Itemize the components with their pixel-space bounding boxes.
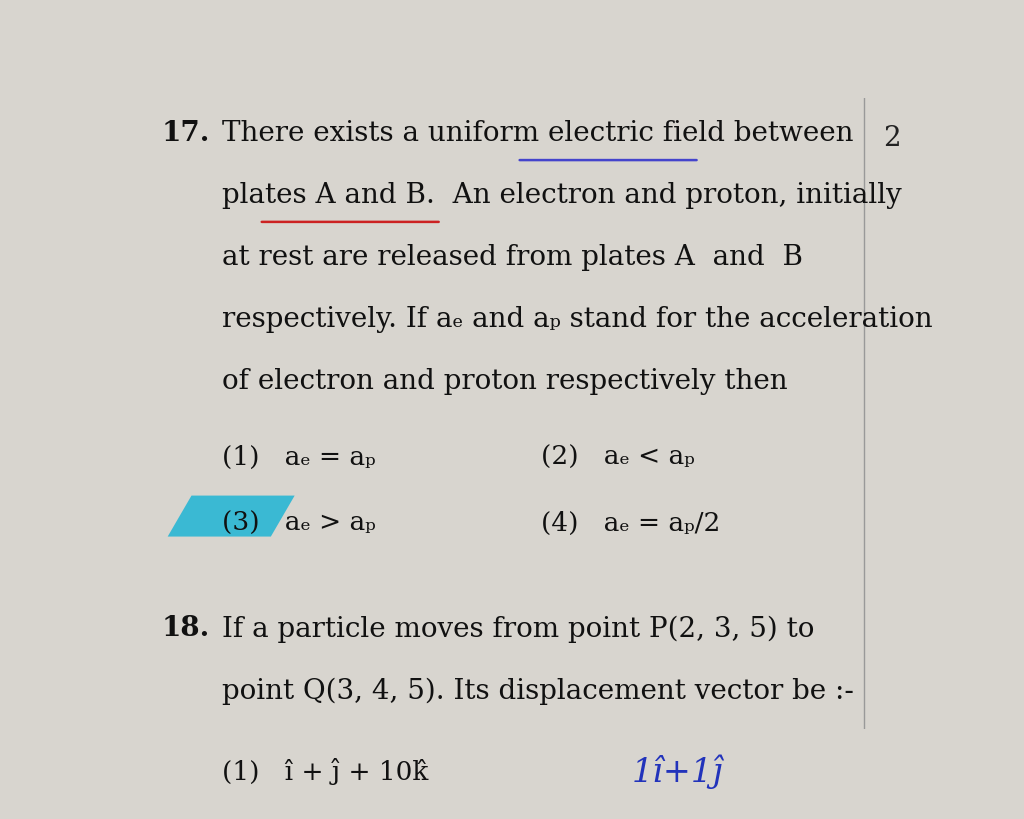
Text: point Q(3, 4, 5). Its displacement vector be :-: point Q(3, 4, 5). Its displacement vecto…: [221, 677, 854, 704]
Text: (4)   aₑ = aₚ/2: (4) aₑ = aₚ/2: [541, 511, 720, 536]
Text: (1)   î + ĵ + 10k̂: (1) î + ĵ + 10k̂: [221, 758, 428, 785]
Text: 17.: 17.: [162, 120, 210, 147]
Text: If a particle moves from point P(2, 3, 5) to: If a particle moves from point P(2, 3, 5…: [221, 615, 814, 643]
Text: of electron and proton respectively then: of electron and proton respectively then: [221, 368, 787, 395]
Text: There exists a uniform electric field between: There exists a uniform electric field be…: [221, 120, 853, 147]
Text: (1)   aₑ = aₚ: (1) aₑ = aₚ: [221, 446, 375, 470]
Text: 1î+1ĵ: 1î+1ĵ: [632, 755, 723, 790]
Text: respectively. If aₑ and aₚ stand for the acceleration: respectively. If aₑ and aₚ stand for the…: [221, 305, 932, 333]
Text: at rest are released from plates A  and  B: at rest are released from plates A and B: [221, 244, 803, 271]
Text: (2)   aₑ < aₚ: (2) aₑ < aₚ: [541, 446, 694, 470]
Polygon shape: [168, 495, 295, 536]
Text: 18.: 18.: [162, 615, 210, 642]
Text: 2: 2: [883, 124, 900, 152]
Text: (3)   aₑ > aₚ: (3) aₑ > aₚ: [221, 511, 376, 536]
Text: plates A and B.  An electron and proton, initially: plates A and B. An electron and proton, …: [221, 182, 901, 209]
